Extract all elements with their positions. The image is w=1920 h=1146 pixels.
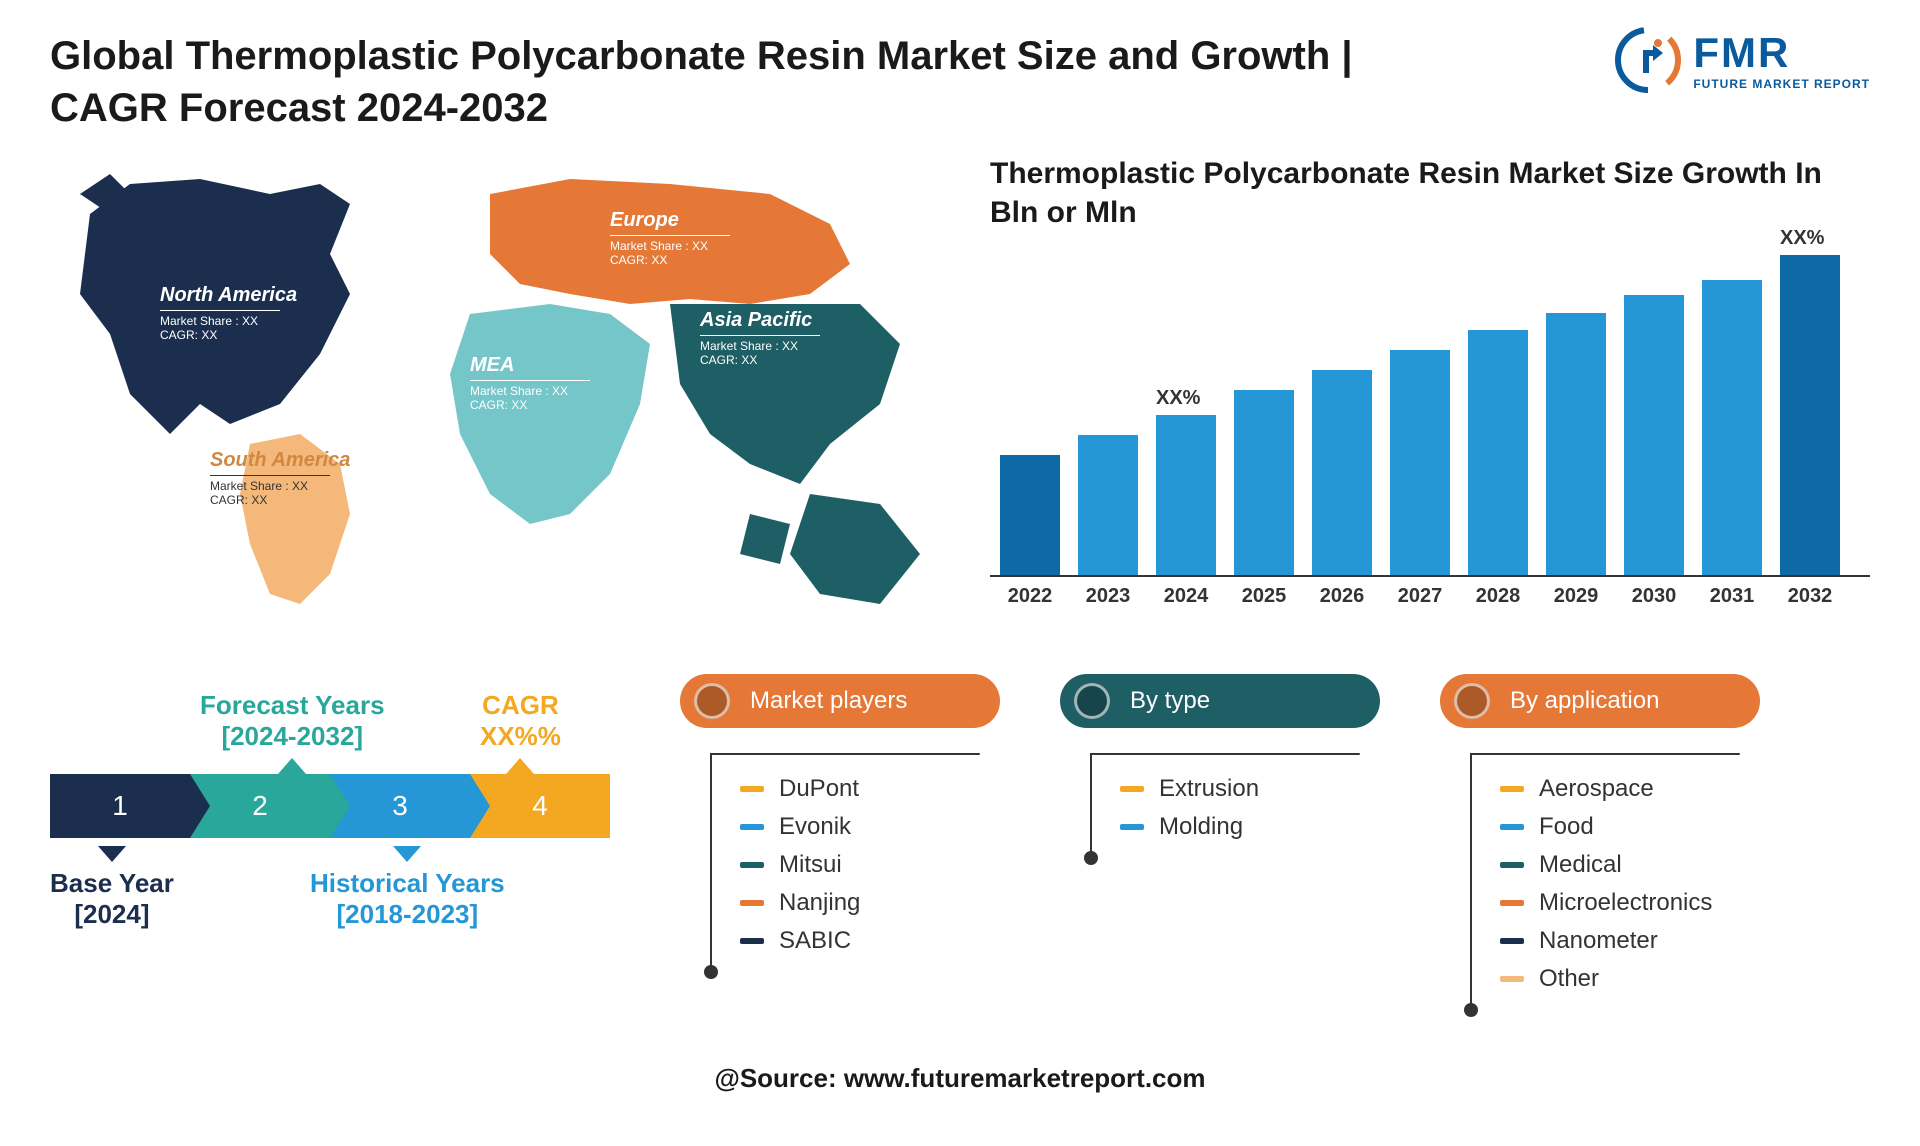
category-item-dupont: DuPont — [720, 775, 1000, 803]
timeline-segment-4: 4 — [470, 774, 610, 838]
category-by-application: By application Aerospace Food Medical Microe… — [1440, 674, 1760, 1003]
x-label-2023: 2023 — [1078, 585, 1138, 608]
label-europe: Europe Market Share : XX CAGR: XX — [610, 209, 730, 267]
label-mea: MEA Market Share : XX CAGR: XX — [470, 354, 590, 412]
category-item-label: SABIC — [779, 927, 851, 955]
category-item-label: Nanometer — [1539, 927, 1658, 955]
x-label-2024: 2024 — [1156, 585, 1216, 608]
x-label-2028: 2028 — [1468, 585, 1528, 608]
logo-text: FMR — [1693, 29, 1870, 77]
category-header: Market players — [680, 674, 1000, 728]
bullet-icon — [740, 900, 764, 906]
logo-subtitle: FUTURE MARKET REPORT — [1693, 77, 1870, 91]
bar-2026 — [1312, 370, 1372, 575]
category-item-label: Molding — [1159, 813, 1243, 841]
category-item-food: Food — [1480, 813, 1760, 841]
label-south-america: South America Market Share : XX CAGR: XX — [210, 449, 350, 507]
category-item-mitsui: Mitsui — [720, 851, 1000, 879]
timeline-bar: 1234 — [50, 774, 630, 838]
bullet-icon — [1500, 938, 1524, 944]
bar-2027 — [1390, 350, 1450, 575]
x-label-2030: 2030 — [1624, 585, 1684, 608]
category-item-medical: Medical — [1480, 851, 1760, 879]
bullet-icon — [740, 786, 764, 792]
bar-2022 — [1000, 455, 1060, 575]
category-item-aerospace: Aerospace — [1480, 775, 1760, 803]
category-item-label: Evonik — [779, 813, 851, 841]
x-label-2032: 2032 — [1780, 585, 1840, 608]
category-item-extrusion: Extrusion — [1100, 775, 1380, 803]
bar-2028 — [1468, 330, 1528, 575]
bullet-icon — [1500, 862, 1524, 868]
category-item-label: Microelectronics — [1539, 889, 1712, 917]
page-title: Global Thermoplastic Polycarbonate Resin… — [50, 30, 1400, 134]
x-label-2031: 2031 — [1702, 585, 1762, 608]
category-by-type: By type Extrusion Molding — [1060, 674, 1380, 1003]
bar-2029 — [1546, 313, 1606, 575]
bar-2031 — [1702, 280, 1762, 575]
bullet-icon — [1500, 824, 1524, 830]
region-mea — [450, 304, 650, 524]
category-item-molding: Molding — [1100, 813, 1380, 841]
category-market-players: Market players DuPont Evonik Mitsui Nanjing S… — [680, 674, 1000, 1003]
label-asia-pacific: Asia Pacific Market Share : XX CAGR: XX — [700, 309, 820, 367]
category-item-label: Other — [1539, 965, 1599, 993]
timeline-label-base-year: Base Year[2024] — [50, 846, 174, 930]
timeline-segment-2: 2 — [190, 774, 330, 838]
category-item-label: Food — [1539, 813, 1594, 841]
bar-2023 — [1078, 435, 1138, 575]
bar-chart-area: Thermoplastic Polycarbonate Resin Market… — [990, 154, 1870, 624]
category-item-other: Other — [1480, 965, 1760, 993]
category-header: By application — [1440, 674, 1760, 728]
timeline-label-historical-years: Historical Years[2018-2023] — [310, 846, 505, 930]
x-label-2027: 2027 — [1390, 585, 1450, 608]
timeline-label-cagr: CAGRXX%% — [480, 690, 561, 774]
category-item-label: Nanjing — [779, 889, 860, 917]
category-item-label: DuPont — [779, 775, 859, 803]
category-item-nanjing: Nanjing — [720, 889, 1000, 917]
category-item-sabic: SABIC — [720, 927, 1000, 955]
bar-2024: XX% — [1156, 415, 1216, 575]
bullet-icon — [1500, 786, 1524, 792]
x-axis-labels: 2022 2023 2024 2025 2026 2027 2028 2029 2030 2031… — [990, 585, 1870, 608]
category-header: By type — [1060, 674, 1380, 728]
category-item-label: Aerospace — [1539, 775, 1654, 803]
chart-title: Thermoplastic Polycarbonate Resin Market… — [990, 154, 1870, 232]
bullet-icon — [1500, 900, 1524, 906]
timeline-segment-1: 1 — [50, 774, 190, 838]
timeline-segment-3: 3 — [330, 774, 470, 838]
bullet-icon — [1120, 824, 1144, 830]
bullet-icon — [740, 824, 764, 830]
bullet-icon — [1500, 976, 1524, 982]
fmr-logo: FMR FUTURE MARKET REPORT — [1613, 25, 1870, 95]
x-label-2022: 2022 — [1000, 585, 1060, 608]
timeline-label-forecast-years: Forecast Years[2024-2032] — [200, 690, 385, 774]
category-item-evonik: Evonik — [720, 813, 1000, 841]
bullet-icon — [740, 938, 764, 944]
category-item-label: Extrusion — [1159, 775, 1259, 803]
bar-2030 — [1624, 295, 1684, 575]
x-label-2025: 2025 — [1234, 585, 1294, 608]
bullet-icon — [740, 862, 764, 868]
bar-2025 — [1234, 390, 1294, 575]
x-label-2026: 2026 — [1312, 585, 1372, 608]
bullet-icon — [1120, 786, 1144, 792]
bar-chart: XX% XX% — [990, 247, 1870, 577]
source-text: @Source: www.futuremarketreport.com — [50, 1063, 1870, 1094]
logo-icon — [1613, 25, 1683, 95]
category-item-microelectronics: Microelectronics — [1480, 889, 1760, 917]
category-item-nanometer: Nanometer — [1480, 927, 1760, 955]
label-north-america: North America Market Share : XX CAGR: XX — [160, 284, 297, 342]
category-item-label: Medical — [1539, 851, 1622, 879]
timeline-area: Forecast Years[2024-2032] CAGRXX%% 1234 B… — [50, 674, 630, 966]
bar-2032: XX% — [1780, 255, 1840, 575]
world-map: North America Market Share : XX CAGR: XX… — [50, 154, 950, 624]
category-item-label: Mitsui — [779, 851, 842, 879]
x-label-2029: 2029 — [1546, 585, 1606, 608]
